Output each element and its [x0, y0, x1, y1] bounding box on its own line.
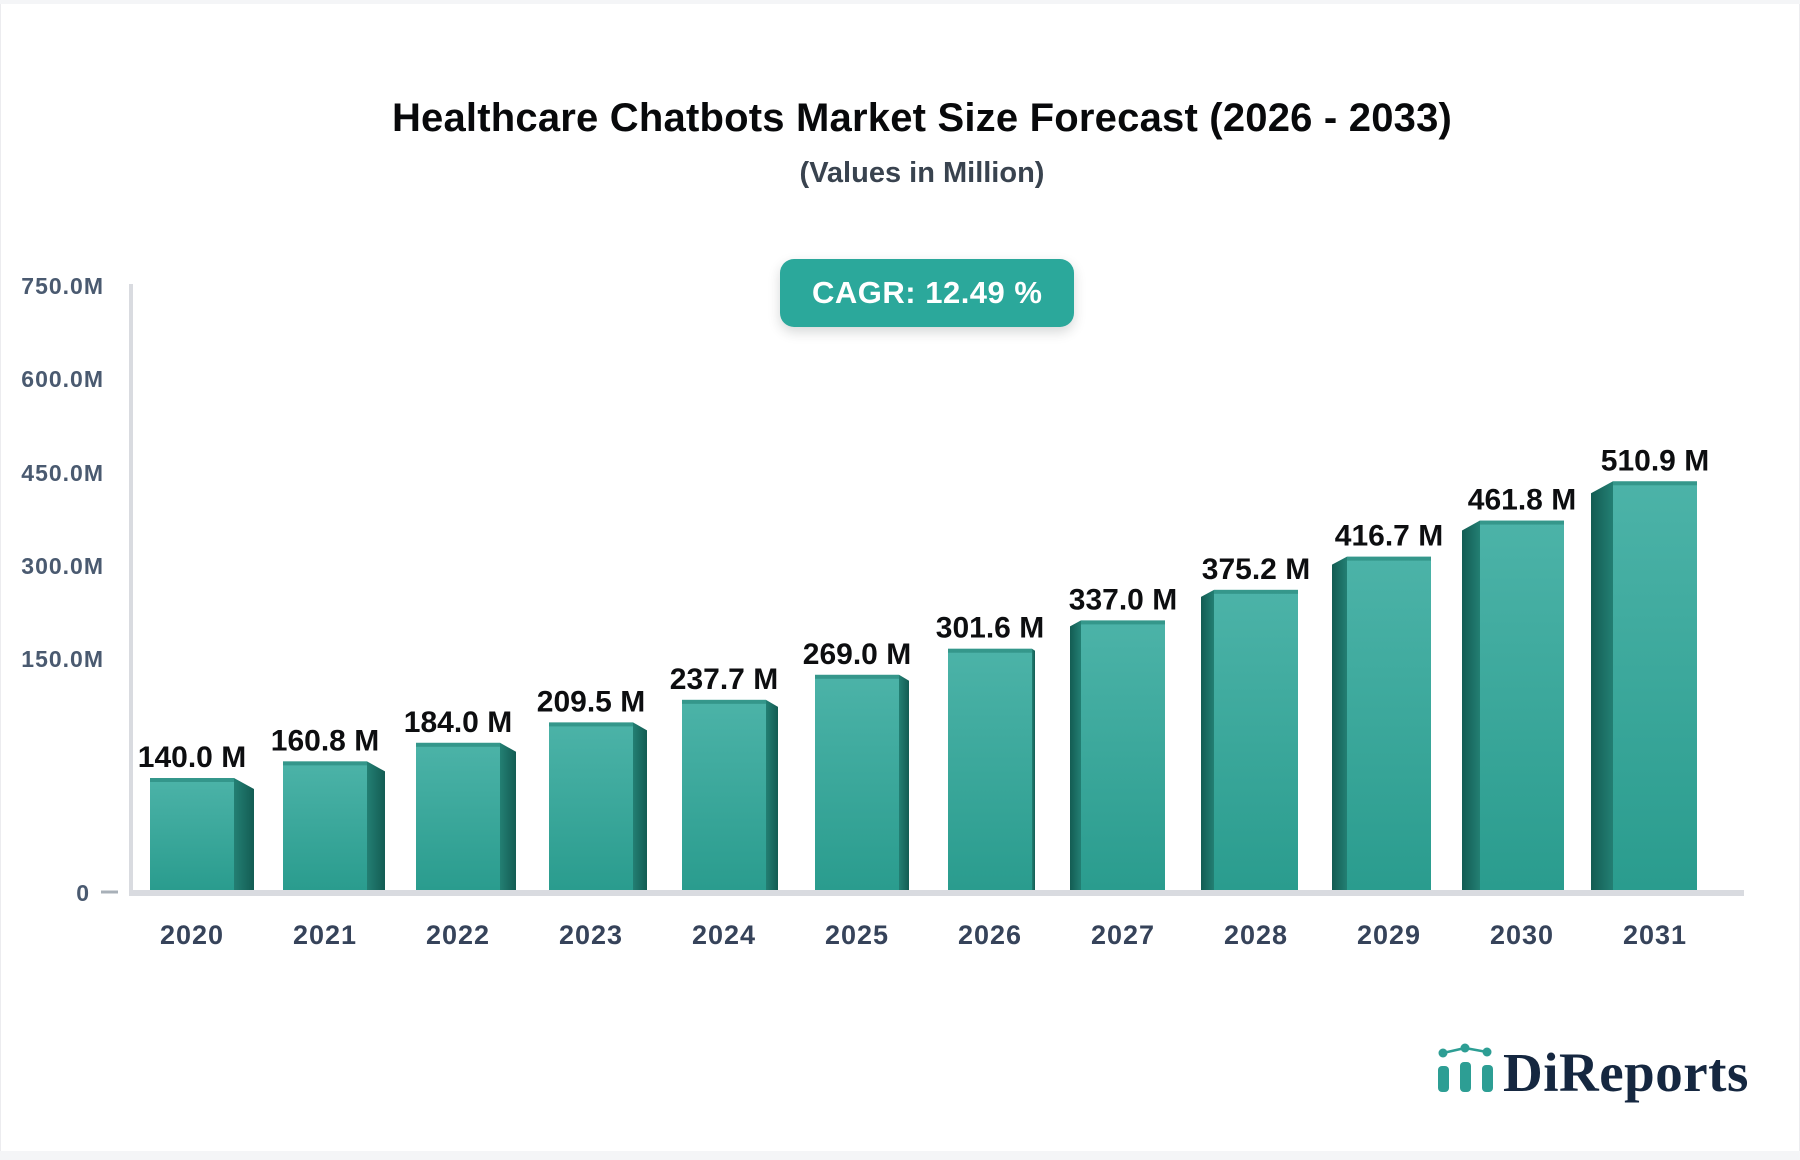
x-tick-label: 2028: [1224, 920, 1288, 950]
bar-top-edge: [815, 675, 899, 679]
bar-2024: 237.7 M 2024: [670, 663, 778, 950]
bar-value-label: 269.0 M: [803, 638, 911, 671]
x-tick-label: 2021: [293, 920, 357, 950]
bar-value-label: 160.8 M: [271, 724, 379, 757]
bar-side-face: [899, 675, 909, 890]
bar-2022: 184.0 M 2022: [404, 706, 516, 950]
bar-side-face: [766, 700, 778, 890]
bar-top-edge: [1081, 620, 1165, 624]
bar-front-face: [1214, 590, 1298, 890]
bar-side-face: [633, 722, 647, 890]
bar-top-edge: [416, 743, 500, 747]
bar-front-face: [150, 778, 234, 890]
bar-front-face: [1347, 557, 1431, 890]
x-axis-line: [129, 890, 1744, 896]
bar-value-label: 375.2 M: [1202, 553, 1310, 586]
bar-top-edge: [549, 722, 633, 726]
bar-front-face: [948, 649, 1032, 890]
y-zero-label: 0: [76, 880, 89, 906]
bar-top-edge: [283, 761, 367, 765]
bar-side-face: [500, 743, 516, 890]
x-tick-label: 2031: [1623, 920, 1687, 950]
bar-value-label: 140.0 M: [138, 741, 246, 774]
bar-top-edge: [150, 778, 234, 782]
bar-front-face: [283, 761, 367, 890]
x-tick-label: 2024: [692, 920, 756, 950]
bar-value-label: 301.6 M: [936, 612, 1044, 645]
bar-front-face: [815, 675, 899, 890]
bar-2026: 301.6 M 2026: [936, 612, 1044, 950]
y-tick-label: 750.0M: [21, 273, 104, 299]
bar-front-face: [416, 743, 500, 890]
y-tick-label: 300.0M: [21, 553, 104, 579]
bar-2023: 209.5 M 2023: [537, 685, 647, 950]
bar-front-face: [549, 722, 633, 890]
bar-side-face: [234, 778, 254, 890]
bar-value-label: 510.9 M: [1601, 444, 1709, 477]
bar-side-face: [1591, 481, 1613, 890]
bar-top-edge: [948, 649, 1032, 653]
bar-side-face: [1070, 620, 1081, 890]
y-axis-line: [129, 284, 133, 895]
bar-top-edge: [1613, 481, 1697, 485]
x-tick-label: 2023: [559, 920, 623, 950]
y-tick-label: 600.0M: [21, 366, 104, 392]
bar-value-label: 461.8 M: [1468, 484, 1576, 517]
y-tick-label: 450.0M: [21, 460, 104, 486]
brand-logo: DiReports: [1429, 1030, 1749, 1100]
x-tick-label: 2020: [160, 920, 224, 950]
bar-side-face: [1462, 521, 1480, 890]
bar-2030: 461.8 M 2030: [1462, 484, 1576, 950]
bar-2025: 269.0 M 2025: [803, 638, 911, 950]
bar-value-label: 184.0 M: [404, 706, 512, 739]
bar-2031: 510.9 M 2031: [1591, 444, 1709, 950]
bar-side-face: [367, 761, 385, 890]
bar-side-face: [1032, 649, 1035, 890]
bar-top-edge: [1347, 557, 1431, 561]
bar-front-face: [1613, 481, 1697, 890]
bar-top-edge: [1480, 521, 1564, 525]
bar-front-face: [682, 700, 766, 890]
x-tick-label: 2029: [1357, 920, 1421, 950]
bar-value-label: 416.7 M: [1335, 520, 1443, 553]
bar-2021: 160.8 M 2021: [271, 724, 385, 950]
bar-2029: 416.7 M 2029: [1332, 520, 1443, 950]
x-tick-label: 2027: [1091, 920, 1155, 950]
bar-value-label: 237.7 M: [670, 663, 778, 696]
brand-logo-text: DiReports: [1503, 1045, 1749, 1100]
bar-top-edge: [682, 700, 766, 704]
x-tick-label: 2025: [825, 920, 889, 950]
bar-side-face: [1201, 590, 1214, 890]
bar-side-face: [1332, 557, 1347, 890]
bar-front-face: [1480, 521, 1564, 890]
bar-top-edge: [1214, 590, 1298, 594]
x-tick-label: 2030: [1490, 920, 1554, 950]
bar-value-label: 337.0 M: [1069, 583, 1177, 616]
mini-bar-chart-icon: [1429, 1036, 1495, 1094]
bar-front-face: [1081, 620, 1165, 890]
x-tick-label: 2022: [426, 920, 490, 950]
report-card: Healthcare Chatbots Market Size Forecast…: [0, 4, 1800, 1151]
bar-2020: 140.0 M 2020: [138, 741, 254, 950]
x-tick-label: 2026: [958, 920, 1022, 950]
y-tick-label: 150.0M: [21, 646, 104, 672]
bar-chart: 750.0M 600.0M 450.0M 300.0M 150.0M 0 140.0 M 20…: [1, 4, 1800, 1160]
bar-value-label: 209.5 M: [537, 685, 645, 718]
